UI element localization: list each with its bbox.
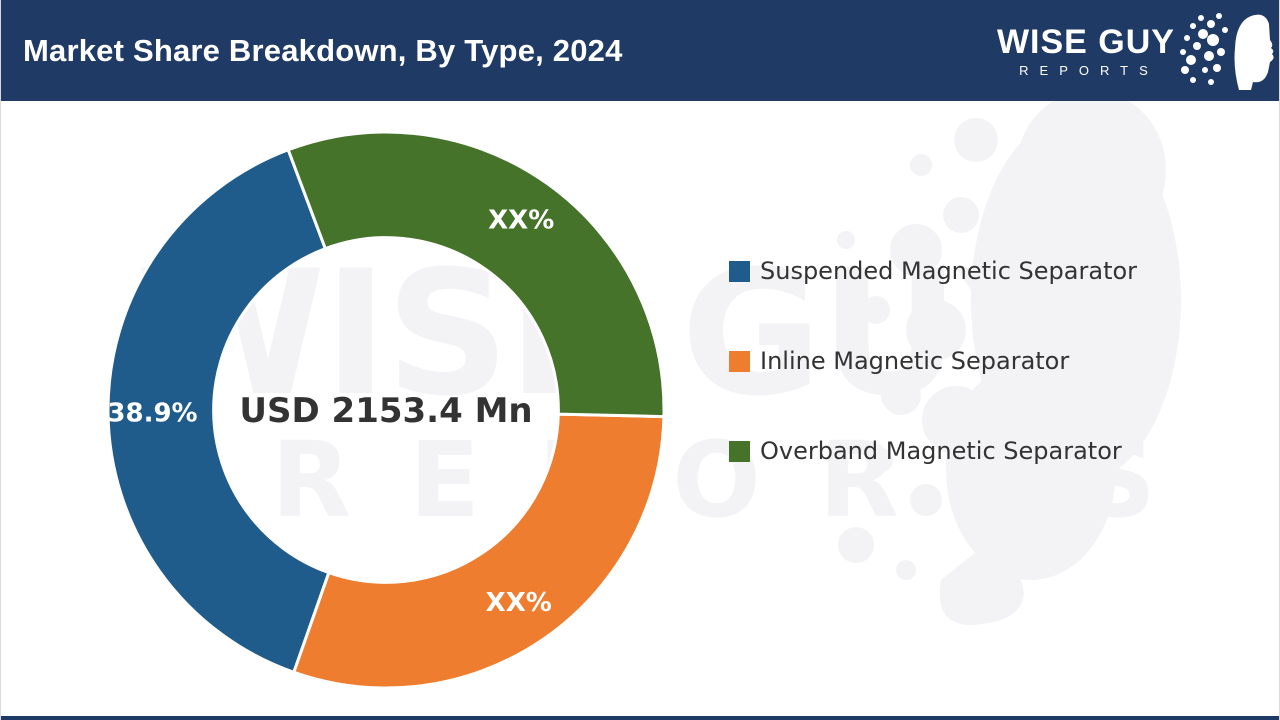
footer-bar — [1, 716, 1279, 720]
logo-text: WISE GUY REPORTS — [997, 25, 1175, 77]
legend-swatch-inline — [729, 350, 750, 372]
donut-segment-inline-magnetic-separator — [292, 412, 666, 690]
chart-legend: Suspended Magnetic Separator Inline Magn… — [729, 256, 1137, 466]
legend-swatch-overband — [729, 440, 750, 462]
logo-wordmark: WISE GUY — [996, 22, 1175, 61]
legend-item-overband: Overband Magnetic Separator — [729, 436, 1137, 466]
logo-face-icon — [1234, 14, 1274, 90]
segment-value-label-2: XX% — [488, 206, 554, 236]
wise-guy-reports-logo: WISE GUY REPORTS — [997, 0, 1275, 101]
legend-item-suspended: Suspended Magnetic Separator — [729, 256, 1137, 286]
segment-value-label-0: 38.9% — [107, 399, 197, 429]
legend-label-overband: Overband Magnetic Separator — [760, 437, 1122, 465]
logo-dots-icon — [1180, 12, 1228, 85]
legend-swatch-suspended — [729, 260, 750, 282]
donut-chart: 38.9% XX% XX% USD 2153.4 Mn — [106, 130, 666, 690]
page-title: Market Share Breakdown, By Type, 2024 — [23, 32, 623, 68]
legend-label-inline: Inline Magnetic Separator — [760, 347, 1070, 375]
chart-center-value: USD 2153.4 Mn — [239, 391, 532, 431]
donut-segment-overband-magnetic-separator — [286, 130, 666, 419]
legend-label-suspended: Suspended Magnetic Separator — [760, 257, 1138, 285]
donut-segment-suspended-magnetic-separator — [106, 148, 331, 674]
logo-subtitle: REPORTS — [1019, 62, 1159, 78]
legend-item-inline: Inline Magnetic Separator — [729, 346, 1137, 376]
header-bar: Market Share Breakdown, By Type, 2024 WI… — [1, 0, 1279, 101]
segment-value-label-1: XX% — [486, 588, 552, 618]
